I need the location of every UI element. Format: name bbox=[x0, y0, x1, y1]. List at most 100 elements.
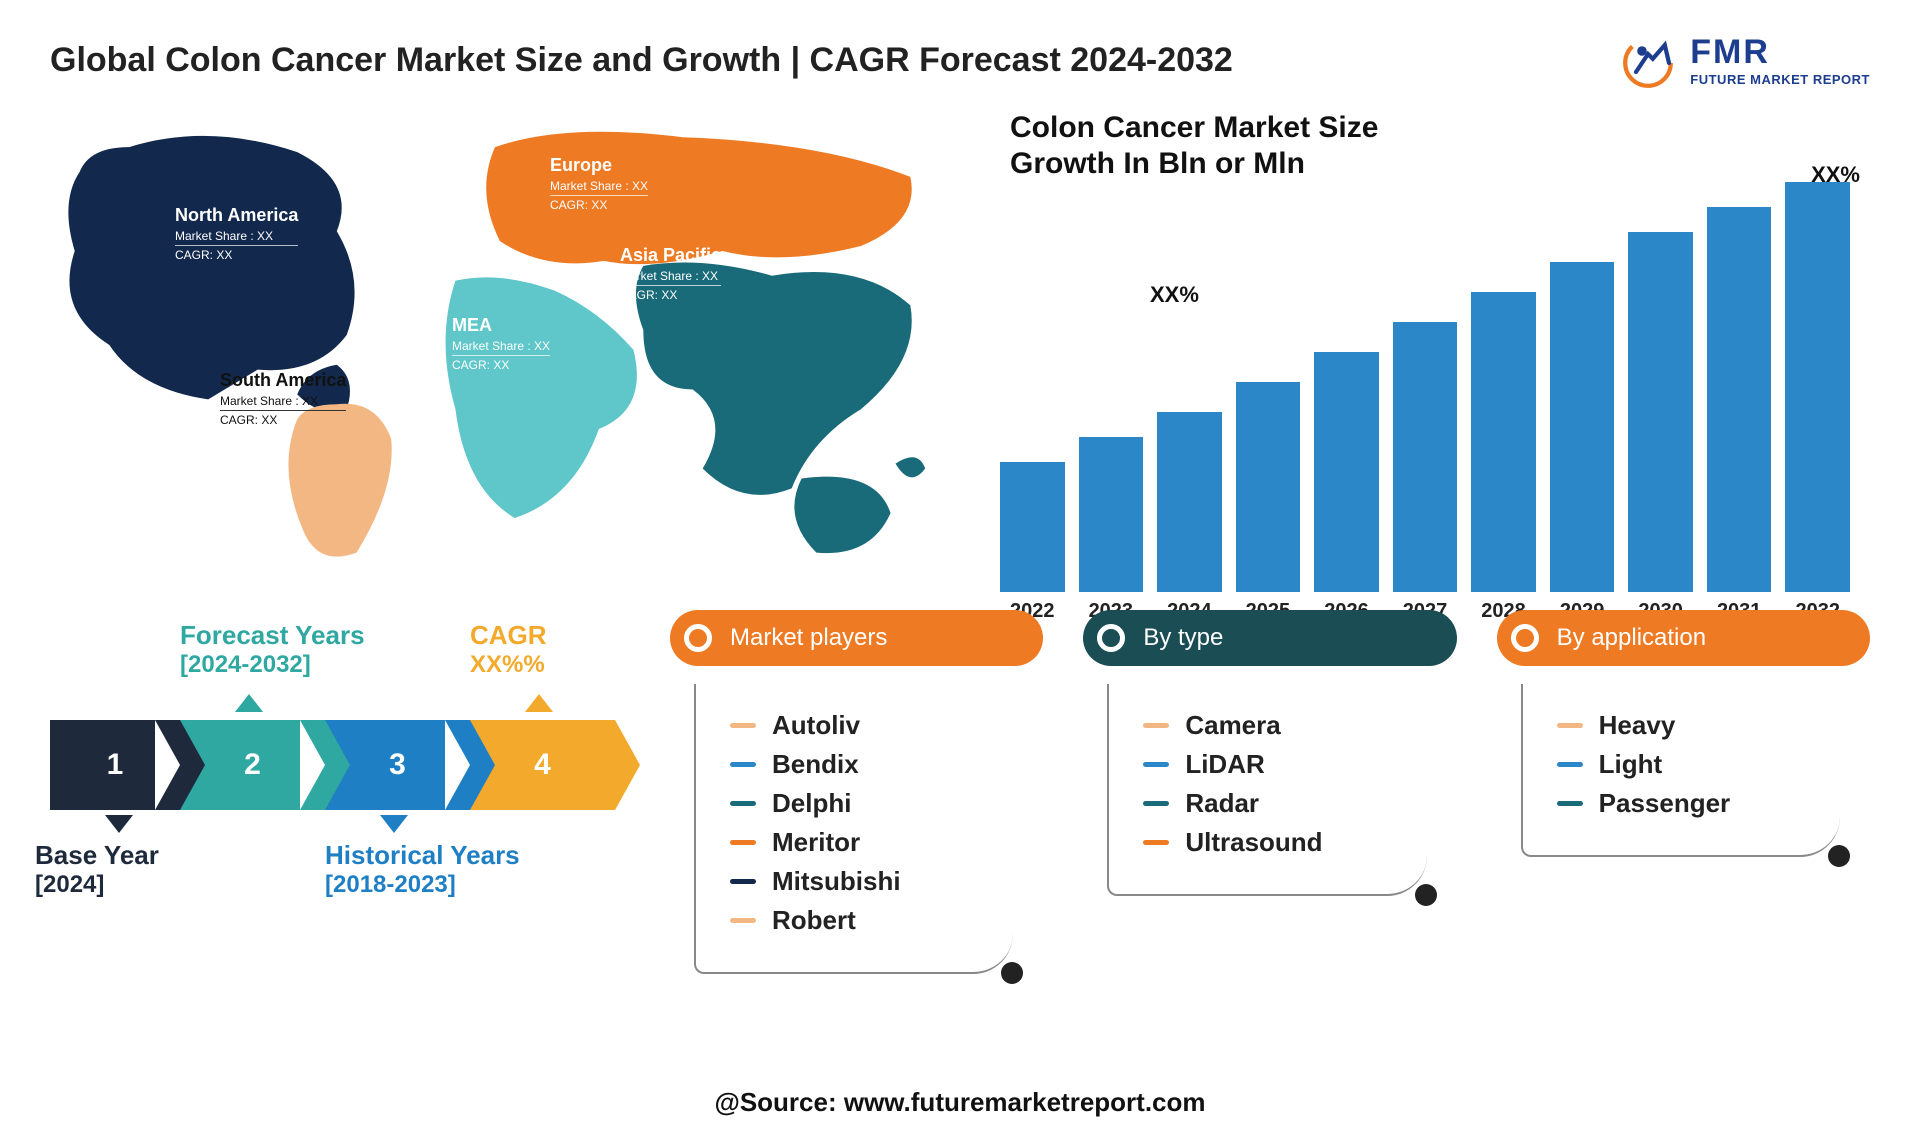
pill-dot-icon bbox=[1097, 624, 1125, 652]
cat-item-label: Bendix bbox=[772, 749, 859, 780]
cat-list: AutolivBendixDelphiMeritorMitsubishiRobe… bbox=[694, 684, 1013, 974]
region-name: Europe bbox=[550, 155, 612, 175]
bar-2022: 2022 bbox=[1000, 462, 1065, 623]
dash-icon bbox=[730, 879, 756, 884]
dash-icon bbox=[1143, 840, 1169, 845]
timeline-sub: XX%% bbox=[470, 651, 547, 679]
pill-type: By type bbox=[1083, 610, 1456, 666]
bar-2024: 2024 bbox=[1157, 412, 1222, 623]
cat-item: Autoliv bbox=[730, 710, 1013, 741]
region-cagr: CAGR: XX bbox=[220, 413, 346, 427]
fmr-logo: FMR FUTURE MARKET REPORT bbox=[1618, 30, 1870, 90]
dash-icon bbox=[730, 801, 756, 806]
bottom-row: 1234 Base Year[2024]Forecast Years[2024-… bbox=[50, 610, 1870, 974]
label-europe: Europe Market Share : XX CAGR: XX bbox=[550, 155, 648, 212]
cat-item-label: Ultrasound bbox=[1185, 827, 1322, 858]
cat-list: Heavy Light Passenger bbox=[1521, 684, 1840, 857]
pill-dot-icon bbox=[684, 624, 712, 652]
timeline-chevrons: 1234 bbox=[50, 720, 630, 810]
header: Global Colon Cancer Market Size and Grow… bbox=[50, 30, 1870, 90]
timeline-title: Base Year bbox=[35, 840, 159, 870]
cat-col-type: By type Camera LiDAR Radar Ultrasound bbox=[1083, 610, 1456, 974]
timeline-sub: [2018-2023] bbox=[325, 871, 520, 899]
bar-2027: 2027 bbox=[1393, 322, 1458, 623]
region-name: South America bbox=[220, 370, 346, 390]
cat-item: Light bbox=[1557, 749, 1840, 780]
region-cagr: CAGR: XX bbox=[620, 288, 721, 302]
bar-annot-right: XX% bbox=[1811, 162, 1860, 188]
bar bbox=[1471, 292, 1536, 592]
timeline-label-1: Base Year[2024] bbox=[35, 840, 159, 899]
region-cagr: CAGR: XX bbox=[452, 358, 550, 372]
region-share: Market Share : XX bbox=[620, 269, 721, 286]
dash-icon bbox=[1143, 801, 1169, 806]
timeline-label-2: Forecast Years[2024-2032] bbox=[180, 620, 365, 679]
timeline-pointer bbox=[235, 694, 263, 712]
cat-item-label: Heavy bbox=[1599, 710, 1676, 741]
timeline-sub: [2024-2032] bbox=[180, 651, 365, 679]
label-asia-pacific: Asia Pacific Market Share : XX CAGR: XX bbox=[620, 245, 721, 302]
fmr-logo-icon bbox=[1618, 30, 1678, 90]
timeline-title: Historical Years bbox=[325, 840, 520, 870]
timeline-pointer bbox=[380, 815, 408, 833]
cat-item: Mitsubishi bbox=[730, 866, 1013, 897]
dash-icon bbox=[1143, 762, 1169, 767]
bar bbox=[1707, 207, 1772, 592]
region-mea bbox=[446, 277, 637, 518]
dash-icon bbox=[730, 918, 756, 923]
region-share: Market Share : XX bbox=[452, 339, 550, 356]
cat-item-label: Radar bbox=[1185, 788, 1259, 819]
dash-icon bbox=[730, 840, 756, 845]
cat-item: Heavy bbox=[1557, 710, 1840, 741]
dash-icon bbox=[1143, 723, 1169, 728]
page-title: Global Colon Cancer Market Size and Grow… bbox=[50, 41, 1233, 80]
cat-item-label: Mitsubishi bbox=[772, 866, 901, 897]
bar-chart: Colon Cancer Market Size Growth In Bln o… bbox=[980, 110, 1870, 570]
timeline-pointer bbox=[525, 694, 553, 712]
cat-item: LiDAR bbox=[1143, 749, 1426, 780]
cat-item: Meritor bbox=[730, 827, 1013, 858]
region-share: Market Share : XX bbox=[175, 229, 298, 246]
bar-2030: 2030 bbox=[1628, 232, 1693, 623]
pill-application: By application bbox=[1497, 610, 1870, 666]
bar-2025: 2025 bbox=[1236, 382, 1301, 623]
pill-players: Market players bbox=[670, 610, 1043, 666]
cat-item-label: Autoliv bbox=[772, 710, 860, 741]
cat-item: Bendix bbox=[730, 749, 1013, 780]
bar-2023: 2023 bbox=[1079, 437, 1144, 623]
bar bbox=[1785, 182, 1850, 592]
pill-title: Market players bbox=[730, 624, 887, 652]
cat-item: Camera bbox=[1143, 710, 1426, 741]
cat-item-label: Light bbox=[1599, 749, 1663, 780]
cat-item: Robert bbox=[730, 905, 1013, 936]
bar bbox=[1236, 382, 1301, 592]
bar-chart-bars: XX% XX% 20222023202420252026202720282029… bbox=[980, 182, 1870, 663]
logo-sub-text: FUTURE MARKET REPORT bbox=[1690, 72, 1870, 87]
region-cagr: CAGR: XX bbox=[175, 248, 298, 262]
source-line: @Source: www.futuremarketreport.com bbox=[0, 1087, 1920, 1118]
label-north-america: North America Market Share : XX CAGR: XX bbox=[175, 205, 298, 262]
logo-main-text: FMR bbox=[1690, 33, 1870, 72]
cat-item-label: Meritor bbox=[772, 827, 860, 858]
region-name: Asia Pacific bbox=[620, 245, 721, 265]
timeline-title: Forecast Years bbox=[180, 620, 365, 650]
region-share: Market Share : XX bbox=[220, 394, 346, 411]
cat-item-label: Passenger bbox=[1599, 788, 1731, 819]
pill-dot-icon bbox=[1511, 624, 1539, 652]
bar bbox=[1157, 412, 1222, 592]
top-row: North America Market Share : XX CAGR: XX… bbox=[50, 110, 1870, 570]
bar bbox=[1000, 462, 1065, 592]
bar bbox=[1079, 437, 1144, 592]
cat-col-application: By application Heavy Light Passenger bbox=[1497, 610, 1870, 974]
timeline-label-4: CAGRXX%% bbox=[470, 620, 547, 679]
label-mea: MEA Market Share : XX CAGR: XX bbox=[452, 315, 550, 372]
bar bbox=[1314, 352, 1379, 592]
bar bbox=[1550, 262, 1615, 592]
region-name: MEA bbox=[452, 315, 492, 335]
bar bbox=[1628, 232, 1693, 592]
dash-icon bbox=[1557, 762, 1583, 767]
cat-item-label: LiDAR bbox=[1185, 749, 1264, 780]
world-map: North America Market Share : XX CAGR: XX… bbox=[50, 110, 940, 570]
bar-2026: 2026 bbox=[1314, 352, 1379, 623]
bar-chart-title: Colon Cancer Market Size Growth In Bln o… bbox=[1010, 110, 1430, 182]
